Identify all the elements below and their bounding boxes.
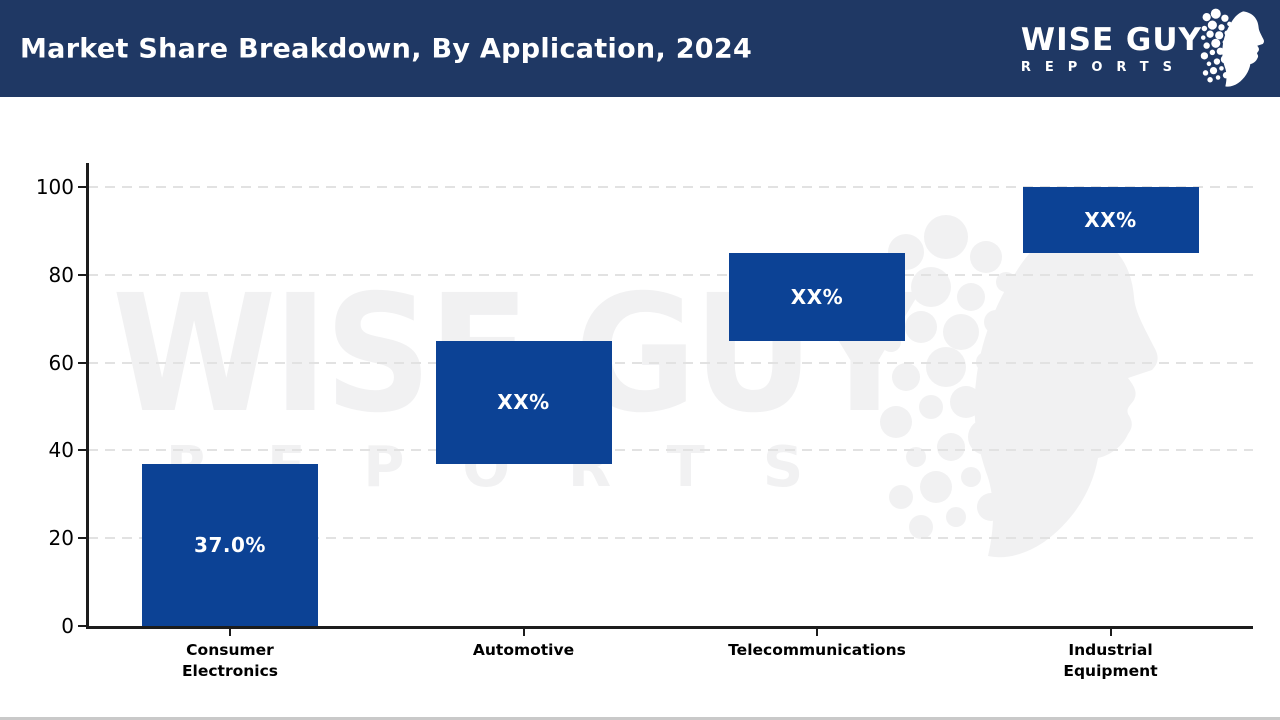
x-tick-mark <box>229 629 231 636</box>
x-axis-line <box>85 626 1253 629</box>
x-tick-mark <box>1109 629 1112 636</box>
gridline <box>88 449 1253 452</box>
y-tick-mark <box>78 186 86 188</box>
category-label: Industrial Equipment <box>1063 641 1158 680</box>
bar-value-label: XX% <box>497 390 550 415</box>
y-tick-label: 100 <box>35 175 74 199</box>
category-label: Telecommunications <box>728 641 906 659</box>
gridline <box>88 273 1253 276</box>
y-tick-mark <box>78 537 86 540</box>
category-label: Automotive <box>472 641 575 659</box>
y-tick-label: 60 <box>48 350 74 375</box>
y-tick-label: 40 <box>48 438 74 463</box>
chart-title: Market Share Breakdown, By Application, … <box>20 33 753 64</box>
bar-value-label: 37.0% <box>194 532 266 557</box>
brand-name: WISE GUY <box>1020 21 1202 58</box>
wiseguy-logo-text: WISE GUY REPORTS <box>1020 21 1202 75</box>
y-tick-mark <box>78 361 86 364</box>
waterfall-bar: XX% <box>435 340 612 464</box>
header-bar: Market Share Breakdown, By Application, … <box>0 0 1280 97</box>
gridline <box>88 537 1253 540</box>
bar-value-label: XX% <box>790 284 844 309</box>
waterfall-bar: 37.0% <box>142 463 318 626</box>
y-tick-mark <box>78 273 86 276</box>
waterfall-bar: XX% <box>729 252 905 341</box>
y-tick-label: 20 <box>48 526 74 551</box>
bar-value-label: XX% <box>1084 207 1137 232</box>
wiseguy-logo: WISE GUY REPORTS <box>1021 5 1270 93</box>
gridline <box>88 361 1253 364</box>
y-tick-label: 0 <box>61 614 74 638</box>
brand-subtitle: REPORTS <box>1020 59 1187 75</box>
waterfall-bar: XX% <box>1022 187 1199 253</box>
bottom-border <box>0 717 1280 720</box>
gridline <box>88 186 1253 188</box>
y-tick-label: 80 <box>48 262 74 287</box>
y-tick-mark <box>78 625 86 627</box>
category-label: Consumer Electronics <box>181 641 279 680</box>
y-tick-mark <box>78 449 86 452</box>
y-axis-line <box>85 163 89 629</box>
x-tick-mark <box>522 629 525 636</box>
x-tick-mark <box>816 629 818 636</box>
